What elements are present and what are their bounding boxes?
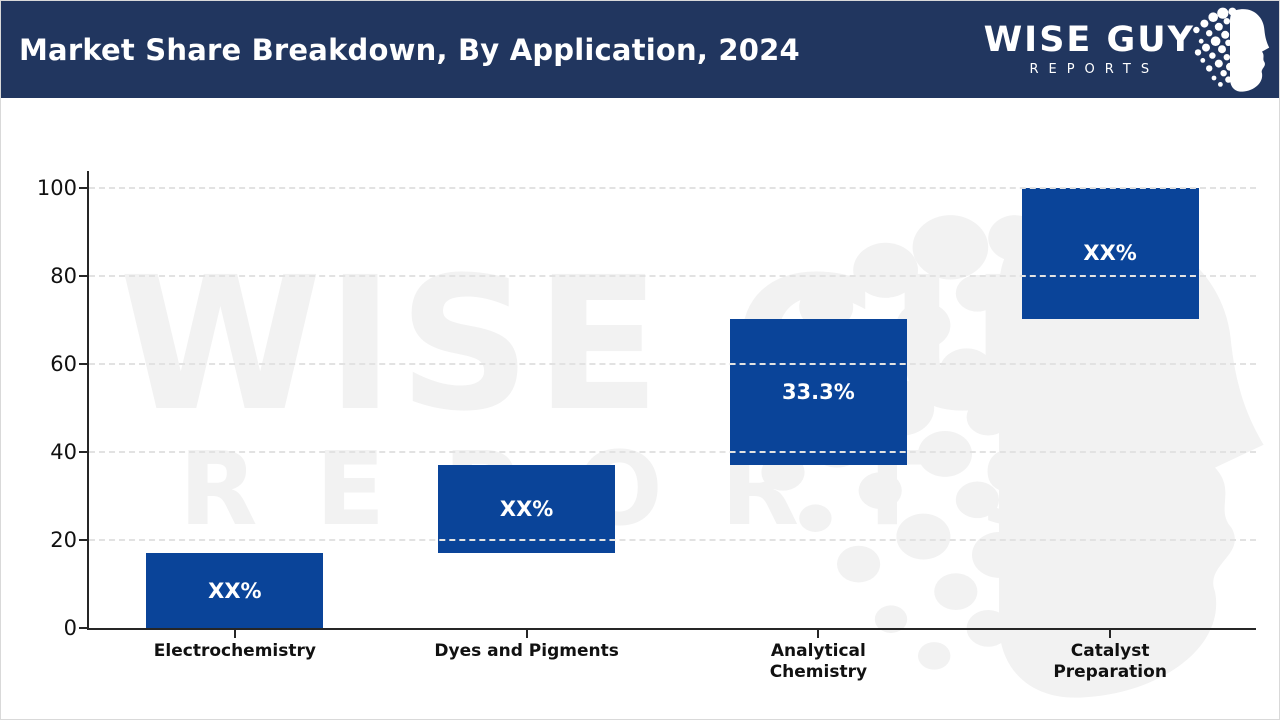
bar-segment (1021, 188, 1199, 319)
bar-segment (146, 553, 324, 628)
x-tick-mark (233, 630, 236, 638)
y-tick-mark (79, 275, 87, 277)
x-tick-mark (525, 630, 528, 638)
y-tick-mark (79, 363, 87, 365)
y-gridline (89, 363, 1256, 365)
x-category-label: Electrochemistry (153, 641, 316, 661)
y-gridline (89, 451, 1256, 453)
y-tick-mark (79, 539, 87, 541)
y-axis-spine (87, 171, 89, 630)
watermark-head-graphic (750, 215, 1264, 698)
y-tick-label: 80 (50, 264, 77, 288)
bar-segment (438, 465, 616, 554)
y-tick-label: 0 (63, 616, 77, 640)
y-tick-label: 100 (36, 176, 77, 200)
y-gridline (89, 275, 1256, 277)
x-tick-mark (817, 630, 820, 638)
y-gridline (89, 187, 1256, 189)
bar-value-label: XX% (499, 497, 554, 522)
y-tick-mark (79, 451, 87, 453)
logo-reports-label: REPORTS (1029, 61, 1160, 77)
bar-value-label: XX% (1083, 241, 1137, 266)
chart-title: Market Share Breakdown, By Application, … (19, 32, 800, 67)
bar-value-label: XX% (208, 578, 262, 603)
logo-wise-guy-label: WISE GUY (983, 19, 1195, 60)
y-tick-label: 20 (50, 528, 77, 552)
x-tick-mark (1109, 630, 1112, 638)
bar-segment (729, 318, 907, 466)
x-category-label: Analytical Chemistry (769, 641, 868, 683)
y-gridline (89, 539, 1256, 541)
logo-head-icon (1193, 7, 1270, 92)
y-tick-label: 60 (50, 352, 77, 376)
wise-guy-reports-logo: WISE GUY REPORTS (984, 6, 1271, 94)
x-category-label: Catalyst Preparation (1053, 641, 1167, 683)
y-tick-label: 40 (50, 440, 77, 464)
header-bar: Market Share Breakdown, By Application, … (1, 1, 1279, 98)
x-category-label: Dyes and Pigments (434, 641, 619, 661)
bar-value-label: 33.3% (781, 379, 855, 404)
y-tick-mark (79, 627, 87, 629)
x-axis-spine (87, 628, 1256, 630)
logo-text: WISE GUY REPORTS (983, 19, 1195, 77)
y-tick-mark (79, 187, 87, 189)
